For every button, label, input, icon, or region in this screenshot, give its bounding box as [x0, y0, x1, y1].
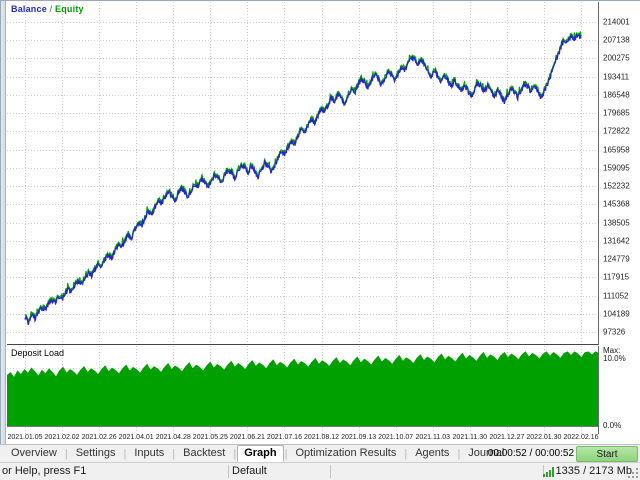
tab-graph[interactable]: Graph [237, 445, 284, 462]
y-axis-tick: 207138 [603, 35, 630, 45]
legend-balance-label: Balance [11, 4, 47, 14]
y-axis-tick: 131642 [603, 236, 630, 246]
x-axis-tick: 2021.02.26 [81, 434, 117, 441]
x-axis-tick: 2021.07.16 [266, 434, 302, 441]
x-axis-tick: 2021.06.21 [229, 434, 265, 441]
y-axis-tick: 97326 [603, 327, 626, 337]
tab-list: Overview | Settings | Inputs | Backtest | Graph |… [0, 445, 511, 463]
tab-backtest[interactable]: Backtest [183, 447, 226, 459]
x-axis-tick: 2021.09.13 [341, 434, 377, 441]
x-axis-tick: 2021.04.28 [155, 434, 191, 441]
deposit-load-title: Deposit Load [11, 348, 65, 358]
x-axis-tick: 2021.02.02 [44, 434, 80, 441]
y-axis-tick: 138505 [603, 218, 630, 228]
tab-journal[interactable]: Journal [468, 447, 505, 459]
tab-separator: | [172, 447, 176, 460]
legend-separator: / [49, 4, 53, 14]
tab-separator: | [404, 447, 408, 460]
x-axis-tick: 2022.01.30 [526, 434, 562, 441]
y-axis-deposit-load: Max: 10.0% 0.0% [600, 346, 640, 434]
y-axis-tick: 104189 [603, 309, 630, 319]
y-axis-tick: 172822 [603, 126, 630, 136]
deposit-load-max-tick: Max: 10.0% [603, 347, 626, 363]
y-axis-tick: 214001 [603, 17, 630, 27]
tab-separator: | [457, 447, 461, 460]
graph-panel: Balance / Equity Deposit Load 214001 2071… [0, 0, 640, 445]
x-axis-dates: 2021.01.05 2021.02.02 2021.02.26 2021.04.01… [7, 434, 599, 445]
equity-curve [24, 31, 582, 326]
left-rail [1, 1, 6, 445]
tab-separator: | [64, 447, 68, 460]
y-axis-tick: 124779 [603, 254, 630, 264]
tester-tab-bar: Overview | Settings | Inputs | Backtest | Graph |… [0, 444, 640, 462]
tab-settings[interactable]: Settings [75, 447, 116, 459]
y-axis-tick: 145368 [603, 199, 630, 209]
deposit-load-area [7, 351, 598, 427]
x-axis-tick: 2021.10.07 [378, 434, 414, 441]
status-divider-1 [228, 465, 229, 478]
y-axis-tick: 179685 [603, 108, 630, 118]
deposit-load-max-value: 10.0% [603, 354, 626, 363]
status-divider-3 [543, 465, 544, 478]
x-axis-tick: 2021.12.27 [489, 434, 525, 441]
tab-inputs[interactable]: Inputs [134, 447, 165, 459]
tab-separator: | [284, 447, 288, 460]
y-axis-balance: 214001 207138 200275 193411 186548 179685 1728… [600, 2, 640, 345]
status-bar: or Help, press F1 Default 1335 / 2173 Mb [0, 462, 640, 480]
x-axis-tick: 2021.05.25 [192, 434, 228, 441]
y-axis-tick: 159095 [603, 163, 630, 173]
x-axis-tick: 2021.04.01 [118, 434, 154, 441]
y-axis-tick: 152232 [603, 181, 630, 191]
legend-equity-label: Equity [55, 4, 84, 14]
signal-bars-icon [543, 467, 554, 477]
tab-separator: | [123, 447, 127, 460]
status-help-hint: or Help, press F1 [2, 465, 87, 477]
y-axis-tick: 165958 [603, 145, 630, 155]
tab-separator: | [233, 447, 237, 460]
x-axis-tick: 2021.11.03 [415, 434, 450, 441]
deposit-load-max-label: Max: [603, 346, 621, 355]
x-axis-tick: 2021.11.30 [452, 434, 488, 441]
main-gridlines [7, 2, 598, 344]
y-axis-tick: 111052 [603, 291, 629, 301]
start-button[interactable]: Start [576, 446, 638, 462]
deposit-load-plot[interactable]: Deposit Load [7, 346, 599, 434]
tab-agents[interactable]: Agents [415, 447, 450, 459]
y-axis-tick: 117915 [603, 272, 630, 282]
status-profile: Default [232, 465, 267, 477]
y-axis-tick: 186548 [603, 90, 630, 100]
status-divider-2 [330, 465, 331, 478]
x-axis-tick: 2021.01.05 [7, 434, 43, 441]
x-axis-tick: 2022.02.16 [563, 434, 599, 441]
x-axis-tick: 2021.08.12 [304, 434, 340, 441]
deposit-load-min-value: 0.0% [603, 421, 622, 430]
tab-overview[interactable]: Overview [11, 447, 57, 459]
resize-grip-icon[interactable] [627, 467, 639, 479]
status-memory: 1335 / 2173 Mb [555, 465, 632, 477]
y-axis-tick: 200275 [603, 53, 630, 63]
balance-equity-plot[interactable]: Balance / Equity [7, 2, 599, 345]
y-axis-tick: 193411 [603, 72, 630, 82]
tab-optimization-results[interactable]: Optimization Results [295, 447, 397, 459]
run-time-status: 00:00:52 / 00:00:52 [487, 448, 574, 459]
chart-legend: Balance / Equity [11, 4, 84, 14]
